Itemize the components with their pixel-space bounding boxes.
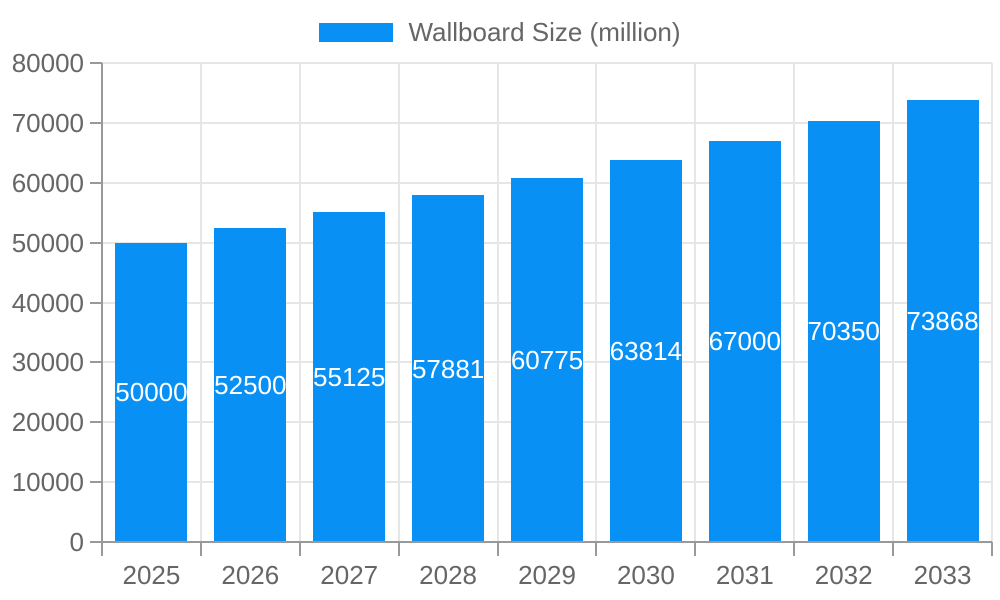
y-axis-tick — [90, 62, 102, 64]
x-axis-tick-label: 2026 — [221, 560, 280, 590]
gridline-horizontal — [102, 62, 992, 64]
y-axis-tick — [90, 241, 102, 244]
y-axis-tick — [90, 181, 102, 184]
x-axis-tick — [397, 542, 400, 556]
x-axis-line — [90, 541, 992, 543]
bar-2029[interactable] — [511, 178, 583, 542]
bar-value-label: 73868 — [906, 305, 979, 336]
gridline-vertical — [892, 63, 895, 542]
bar-value-label: 57881 — [411, 353, 485, 384]
bar-value-label: 60775 — [510, 345, 584, 376]
x-axis-tick-label: 2028 — [419, 560, 478, 590]
y-axis-tick — [90, 121, 102, 124]
legend[interactable]: Wallboard Size (million) — [0, 16, 1000, 48]
gridline-vertical — [793, 63, 796, 542]
x-axis-tick-label: 2031 — [715, 560, 774, 590]
y-axis-tick-label: 20000 — [11, 407, 84, 438]
x-axis-tick-label: 2029 — [518, 560, 576, 590]
gridline-vertical — [595, 63, 598, 542]
gridline-vertical — [694, 63, 697, 542]
y-axis-tick — [90, 361, 102, 364]
gridline-vertical — [991, 63, 993, 542]
gridline-vertical — [298, 63, 301, 542]
bar-2031[interactable] — [708, 140, 781, 542]
bar-2026[interactable] — [214, 227, 287, 542]
gridline-horizontal — [102, 121, 992, 124]
gridline-vertical — [397, 63, 400, 542]
bar-2032[interactable] — [807, 120, 880, 542]
bar-value-label: 52500 — [214, 369, 287, 400]
y-axis-tick-label: 40000 — [11, 287, 84, 318]
x-axis-tick — [298, 542, 301, 556]
y-axis-tick-label: 70000 — [11, 107, 84, 138]
x-axis-tick — [694, 542, 697, 556]
x-axis-tick-label: 2032 — [814, 560, 873, 590]
bar-value-label: 63814 — [609, 335, 683, 366]
bar-value-label: 70350 — [807, 316, 880, 347]
bar-value-label: 50000 — [115, 377, 188, 408]
bar-2030[interactable] — [609, 159, 682, 542]
legend-label: Wallboard Size (million) — [408, 17, 681, 47]
bar-value-label: 67000 — [708, 326, 781, 357]
bar-value-label: 55125 — [313, 361, 386, 392]
x-axis-tick-label: 2025 — [122, 560, 181, 590]
y-axis-tick-label: 50000 — [11, 227, 84, 258]
x-axis-tick-label: 2033 — [913, 560, 972, 590]
y-axis-tick-label: 30000 — [11, 347, 84, 378]
x-axis-tick-label: 2027 — [320, 560, 379, 590]
x-axis-tick-label: 2030 — [616, 560, 675, 590]
y-axis-line — [101, 63, 103, 556]
y-axis-tick-label: 0 — [69, 527, 84, 557]
bar-2025[interactable] — [115, 242, 188, 542]
x-axis-tick — [595, 542, 598, 556]
x-axis-tick — [793, 542, 796, 556]
bar-2028[interactable] — [412, 195, 485, 542]
x-axis-tick — [892, 542, 895, 556]
y-axis-tick-label: 10000 — [11, 467, 84, 498]
gridline-vertical — [496, 63, 499, 542]
legend-swatch — [319, 22, 394, 42]
x-axis-tick — [991, 542, 993, 556]
x-axis-tick — [199, 542, 202, 556]
y-axis-tick-label: 80000 — [11, 48, 84, 78]
bar-2033[interactable] — [906, 99, 979, 542]
y-axis-tick — [90, 421, 102, 424]
x-axis-tick — [496, 542, 499, 556]
y-axis-tick-label: 60000 — [11, 167, 84, 198]
gridline-vertical — [199, 63, 202, 542]
y-axis-tick — [90, 301, 102, 304]
y-axis-tick — [90, 481, 102, 484]
plot-area: 50000 52500 55125 57881 60775 63814 67000 70350… — [102, 62, 993, 542]
bar-2027[interactable] — [313, 211, 386, 542]
